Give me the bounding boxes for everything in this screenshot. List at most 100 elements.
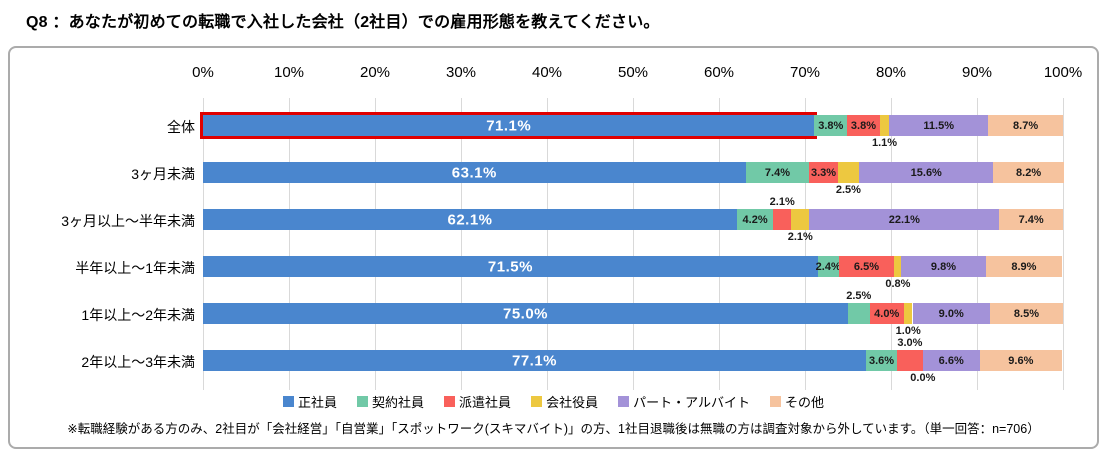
bar-segment: 7.4% (745, 162, 810, 183)
segment-value-label: 15.6% (910, 166, 942, 179)
segment-value-label: 22.1% (888, 213, 920, 226)
bar-segment: 6.5% (838, 256, 895, 277)
x-axis-tick: 100% (1043, 64, 1083, 81)
category-label: 3ヶ月以上～半年未満 (61, 213, 195, 229)
legend-label: 正社員 (298, 395, 338, 410)
segment-value-label: 1.0% (895, 325, 921, 337)
bar-segment: 71.5% (203, 256, 818, 277)
legend-color-chip (618, 396, 630, 407)
x-axis: 0% 10% 20% 30% 40% 50% 60% 70% 80% 90% 100% (192, 58, 1082, 92)
chart-area: 0% 10% 20% 30% 40% 50% 60% 70% 80% 90% 100% 全体 71.1… (61, 58, 1082, 390)
bar-segment (791, 209, 810, 230)
segment-value-label: 9.0% (938, 307, 964, 320)
gridlines (203, 98, 1064, 390)
legend-item: 契約社員 (357, 392, 424, 411)
legend-label: パート・アルバイト (633, 395, 750, 410)
bar-segment: 22.1% (809, 209, 1000, 230)
x-axis-tick: 60% (703, 64, 735, 81)
legend: 正社員 契約社員 派遣社員 会社役員 パート・アルバイト その他 (10, 392, 1097, 411)
segment-value-label: 2.4% (815, 260, 841, 273)
bar-row: 半年以上～1年未満 71.5% 2.4% 6.5% 0.8% 9.8% 8.9% (75, 243, 1063, 290)
legend-item: その他 (769, 392, 824, 411)
plot-rows: 全体 71.1% 3.8% 3.8% 1.1% 11.5% 8.7% 3ヶ月未満 63.1% 7.… (61, 102, 1064, 384)
bar-segment (837, 162, 860, 183)
segment-value-label: 71.5% (487, 258, 533, 275)
gridline (977, 98, 978, 390)
bar-segment (903, 303, 913, 324)
chart-container: 0% 10% 20% 30% 40% 50% 60% 70% 80% 90% 100% 全体 71.1… (8, 46, 1099, 449)
page-title: Q8 ：あなたが初めての転職で入社した会社（2社目）での雇用形態を教えてください… (26, 14, 660, 31)
segment-value-label: 9.6% (1008, 354, 1034, 367)
gridline (203, 98, 204, 390)
bar-segment: 7.4% (999, 209, 1063, 230)
bar-segment: 4.0% (869, 303, 904, 324)
bar-segment: 3.8% (814, 115, 848, 136)
category-label: 1年以上～2年未満 (81, 307, 195, 323)
bar-segment: 8.9% (985, 256, 1063, 277)
bar-segment: 8.7% (988, 115, 1063, 136)
category-label: 3ヶ月未満 (131, 166, 195, 182)
bar-segment: 15.6% (859, 162, 994, 183)
segment-value-label: 4.2% (742, 213, 768, 226)
bar-segment (848, 303, 870, 324)
gridline (891, 98, 892, 390)
legend-item: 会社役員 (531, 392, 598, 411)
segment-value-label: 2.1% (769, 196, 795, 208)
legend-label: 派遣社員 (459, 395, 512, 410)
bar-row: 3ヶ月以上～半年未満 62.1% 4.2% 2.1% 2.1% 22.1% 7.4% (61, 196, 1063, 243)
bar-segment: 8.5% (989, 303, 1063, 324)
legend-color-chip (531, 396, 543, 407)
segment-value-label: 8.7% (1013, 119, 1039, 132)
x-axis-tick: 20% (359, 64, 391, 81)
bar-segment (879, 115, 890, 136)
bar-segment (894, 256, 902, 277)
gridline (719, 98, 720, 390)
bar-segment: 11.5% (889, 115, 989, 136)
segment-value-label: 77.1% (511, 352, 558, 369)
segment-value-label: 7.4% (764, 166, 791, 179)
segment-value-label: 2.1% (787, 231, 813, 243)
bar-row: 3ヶ月未満 63.1% 7.4% 3.3% 2.5% 15.6% 8.2% (131, 149, 1064, 196)
segment-value-label: 75.0% (502, 305, 549, 322)
bar-row: 1年以上～2年未満 75.0% 2.5% 4.0% 1.0% 9.0% 8.5% (81, 290, 1063, 337)
gridline (1063, 98, 1064, 390)
segment-value-label: 62.1% (447, 211, 493, 228)
bar-segment: 75.0% (203, 303, 848, 324)
category-label: 全体 (167, 119, 195, 135)
x-axis-tick: 40% (531, 64, 563, 81)
bar-segment: 9.6% (979, 350, 1063, 371)
legend-color-chip (444, 396, 456, 407)
bar-segment: 6.6% (922, 350, 980, 371)
segment-value-label: 2.5% (846, 290, 872, 302)
bar-segment: 63.1% (203, 162, 746, 183)
bar-segment: 3.8% (847, 115, 880, 136)
segment-value-label: 2.5% (835, 184, 861, 196)
segment-value-label: 1.1% (872, 137, 898, 149)
bar-segment: 9.0% (912, 303, 990, 324)
bar-segment (773, 209, 792, 230)
segment-value-label: 9.8% (930, 260, 956, 273)
legend-color-chip (357, 396, 369, 407)
bar-segment: 71.1% (203, 115, 815, 136)
segment-value-label: 3.8% (818, 119, 844, 132)
bar-segment: 8.2% (993, 162, 1064, 183)
x-axis-tick: 10% (273, 64, 305, 81)
category-label: 2年以上～3年未満 (81, 354, 195, 370)
x-axis-tick: 90% (961, 64, 993, 81)
legend-color-chip (283, 396, 295, 407)
category-label: 半年以上～1年未満 (75, 260, 195, 276)
x-axis-tick: 70% (789, 64, 821, 81)
legend-color-chip (769, 396, 781, 407)
segment-value-label: 8.9% (1011, 260, 1037, 273)
gridline (633, 98, 634, 390)
legend-label: 契約社員 (372, 395, 425, 410)
legend-item: 正社員 (283, 392, 337, 411)
segment-value-label: 7.4% (1018, 213, 1044, 226)
x-axis-tick: 0% (192, 64, 214, 81)
gridline (375, 98, 376, 390)
segment-value-label: 3.0% (897, 337, 923, 349)
bar-row: 全体 71.1% 3.8% 3.8% 1.1% 11.5% 8.7% (167, 102, 1063, 149)
gridline (805, 98, 806, 390)
segment-value-label: 4.0% (874, 307, 900, 320)
legend-label: 会社役員 (546, 395, 599, 410)
